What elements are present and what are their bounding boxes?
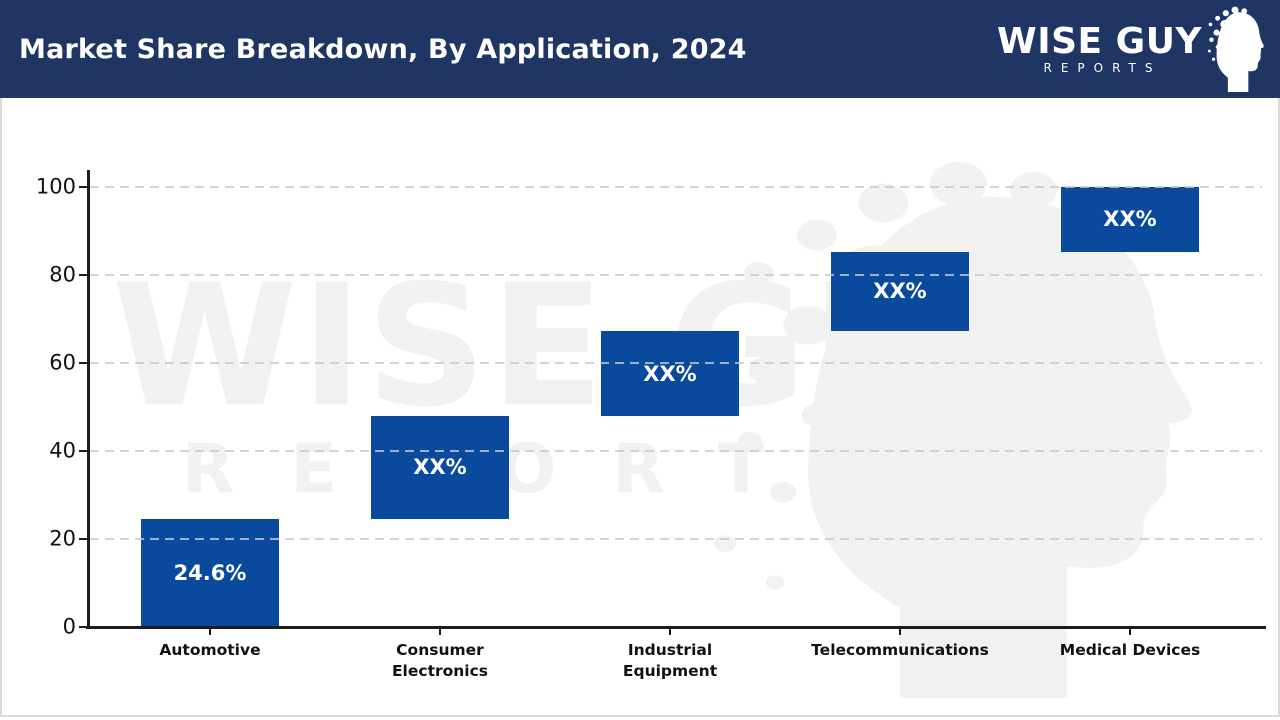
page-title: Market Share Breakdown, By Application, … <box>19 33 747 65</box>
ytick-mark-100 <box>79 186 88 188</box>
ytick-mark-80 <box>79 274 88 276</box>
xtick-mark-0 <box>209 628 211 635</box>
bar-medical-devices: XX% <box>1061 187 1199 252</box>
bar-value-label: XX% <box>873 279 927 304</box>
wiseguy-head-logo-icon <box>1207 6 1264 92</box>
ytick-label-0: 0 <box>62 614 76 639</box>
bar-value-label: XX% <box>413 455 467 480</box>
bar-value-label: XX% <box>1103 207 1157 232</box>
ytick-mark-40 <box>79 450 88 452</box>
bar-telecommunications: XX% <box>831 251 969 332</box>
logo-text: WISE GUY REPORTS <box>996 20 1202 76</box>
ytick-label-80: 80 <box>49 262 76 287</box>
ytick-mark-60 <box>79 362 88 364</box>
category-label-3: Telecommunications <box>811 641 989 659</box>
logo-subtitle: REPORTS <box>1043 61 1162 76</box>
category-label-2: Industrial Equipment <box>622 641 718 680</box>
y-axis-line <box>86 170 90 629</box>
ytick-label-40: 40 <box>49 438 76 463</box>
ytick-mark-0 <box>79 626 88 628</box>
gridline-80 <box>90 274 1262 276</box>
category-label-4: Medical Devices <box>1059 641 1201 659</box>
xtick-mark-4 <box>1129 628 1131 635</box>
bar-automotive: 24.6% <box>141 518 279 627</box>
bar-industrial-equipment: XX% <box>601 331 739 416</box>
gridline-100 <box>90 186 1262 188</box>
xtick-mark-3 <box>899 628 901 635</box>
ytick-label-100: 100 <box>35 174 76 199</box>
category-label-0: Automotive <box>159 641 261 659</box>
ytick-label-60: 60 <box>49 350 76 375</box>
bar-value-label: XX% <box>643 361 697 386</box>
gridline-60 <box>90 362 1262 364</box>
header-band: Market Share Breakdown, By Application, … <box>0 0 1280 98</box>
ytick-mark-20 <box>79 538 88 540</box>
logo-wordmark: WISE GUY <box>996 20 1202 62</box>
xtick-mark-1 <box>439 628 441 635</box>
category-label-1: Consumer Electronics <box>391 641 489 680</box>
ytick-label-20: 20 <box>49 526 76 551</box>
x-axis-line <box>86 625 1266 629</box>
gridline-20 <box>90 538 1262 540</box>
xtick-mark-2 <box>669 628 671 635</box>
bar-value-label: 24.6% <box>173 560 247 585</box>
wiseguy-logo: WISE GUY REPORTS <box>997 6 1266 92</box>
gridline-40 <box>90 450 1262 452</box>
bar-consumer-electronics: XX% <box>371 415 509 519</box>
